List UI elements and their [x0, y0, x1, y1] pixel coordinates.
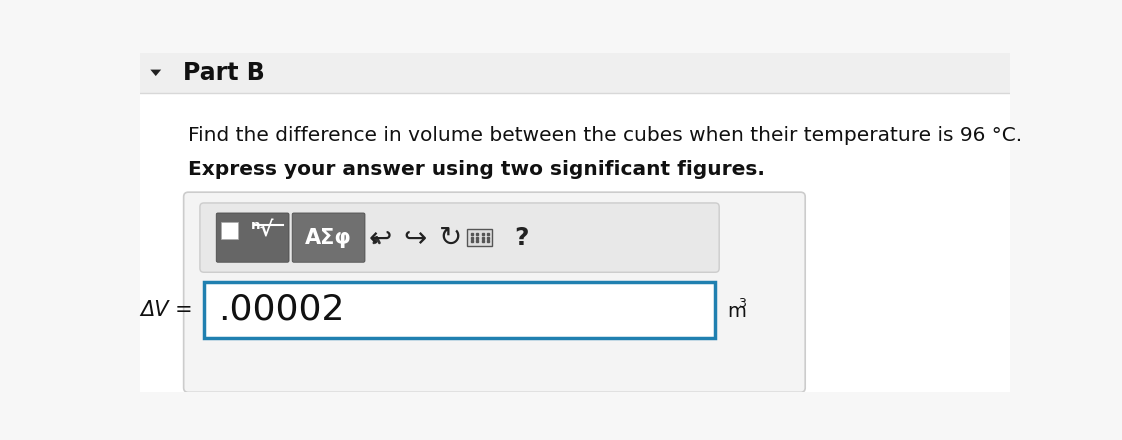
Text: ↻: ↻: [439, 224, 462, 252]
Text: ⁿ√: ⁿ√: [251, 221, 275, 241]
Text: Part B: Part B: [183, 61, 265, 85]
Text: m: m: [728, 302, 746, 321]
Polygon shape: [150, 70, 162, 76]
Text: .00002: .00002: [218, 293, 344, 327]
FancyBboxPatch shape: [467, 229, 493, 246]
Text: ΔV =: ΔV =: [140, 300, 193, 320]
Text: ΑΣφ: ΑΣφ: [305, 227, 352, 248]
FancyBboxPatch shape: [200, 203, 719, 272]
Text: ↪: ↪: [404, 224, 427, 252]
Text: ?: ?: [514, 226, 528, 249]
FancyBboxPatch shape: [221, 222, 238, 239]
FancyBboxPatch shape: [217, 213, 289, 262]
Text: Find the difference in volume between the cubes when their temperature is 96 °C.: Find the difference in volume between th…: [188, 126, 1022, 146]
FancyBboxPatch shape: [204, 282, 716, 338]
FancyBboxPatch shape: [184, 192, 806, 392]
Text: ↩: ↩: [369, 224, 392, 252]
FancyBboxPatch shape: [140, 53, 1010, 93]
FancyBboxPatch shape: [292, 213, 365, 262]
FancyBboxPatch shape: [140, 93, 1010, 392]
Text: 3: 3: [738, 297, 746, 310]
Text: Express your answer using two significant figures.: Express your answer using two significan…: [188, 160, 765, 180]
